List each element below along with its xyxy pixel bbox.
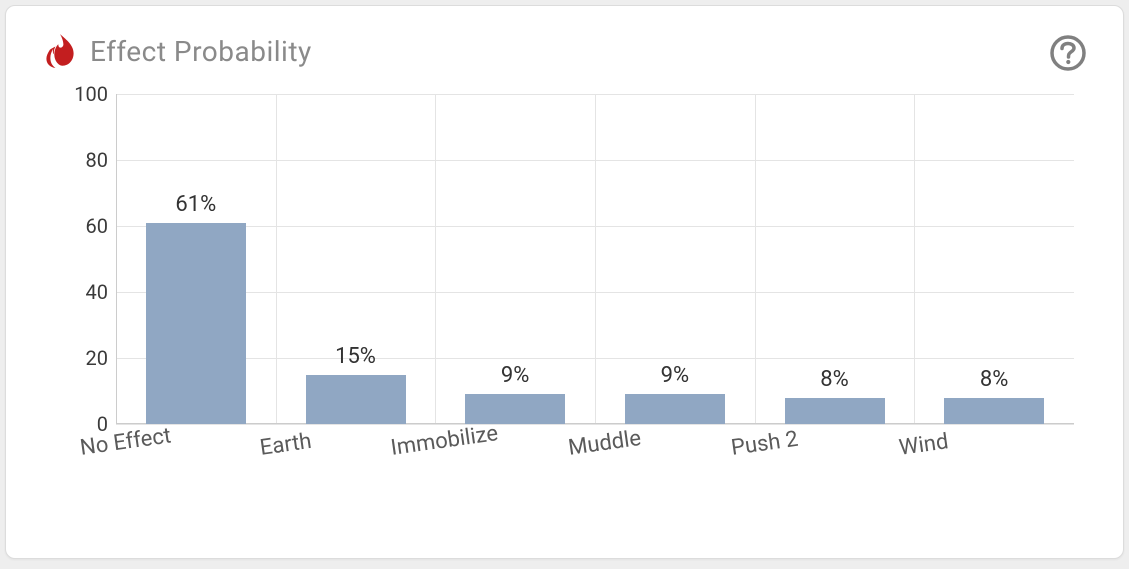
bar [306,375,406,425]
help-icon[interactable] [1049,34,1087,72]
x-tick-label: Immobilize [390,421,500,461]
x-tick-label: Earth [258,429,313,461]
y-tick-label: 40 [64,280,108,304]
bar [465,394,565,424]
bar-value-label: 15% [335,344,376,369]
flame-path-outer [46,34,73,68]
x-tick-label: Wind [898,429,950,461]
plot-region: 61% 15% 9% 9% 8% 8% [116,94,1074,424]
x-tick-label: Push 2 [729,427,799,461]
bar-group: 61% [146,94,246,424]
card-title: Effect Probability [90,35,312,68]
x-axis-labels: No EffectEarthImmobilizeMuddlePush 2Wind [116,428,1083,488]
bar [146,223,246,424]
bar [944,398,1044,424]
bar-group: 8% [944,94,1044,424]
x-axis-line [116,423,1074,424]
bar-group: 8% [785,94,885,424]
bar-value-label: 61% [175,192,216,217]
bar [785,398,885,424]
flame-icon [46,34,74,68]
bar-value-label: 9% [661,363,689,388]
grid-h-line [116,424,1074,425]
bar-value-label: 8% [820,367,848,392]
bar-group: 15% [306,94,406,424]
y-tick-label: 20 [64,346,108,370]
effect-probability-card: Effect Probability 020406080100 61%15%9%… [5,5,1124,559]
y-tick-label: 60 [64,214,108,238]
bar-value-label: 8% [980,367,1008,392]
x-tick-label: Muddle [567,426,643,461]
chart-area: 020406080100 61%15%9%9%8%8% [64,94,1074,424]
bar [625,394,725,424]
card-header: Effect Probability [46,34,1083,68]
y-axis-line [116,94,117,424]
bar-value-label: 9% [501,363,529,388]
y-tick-label: 80 [64,148,108,172]
bar-group: 9% [465,94,565,424]
y-tick-label: 100 [64,82,108,106]
bar-group: 9% [625,94,725,424]
